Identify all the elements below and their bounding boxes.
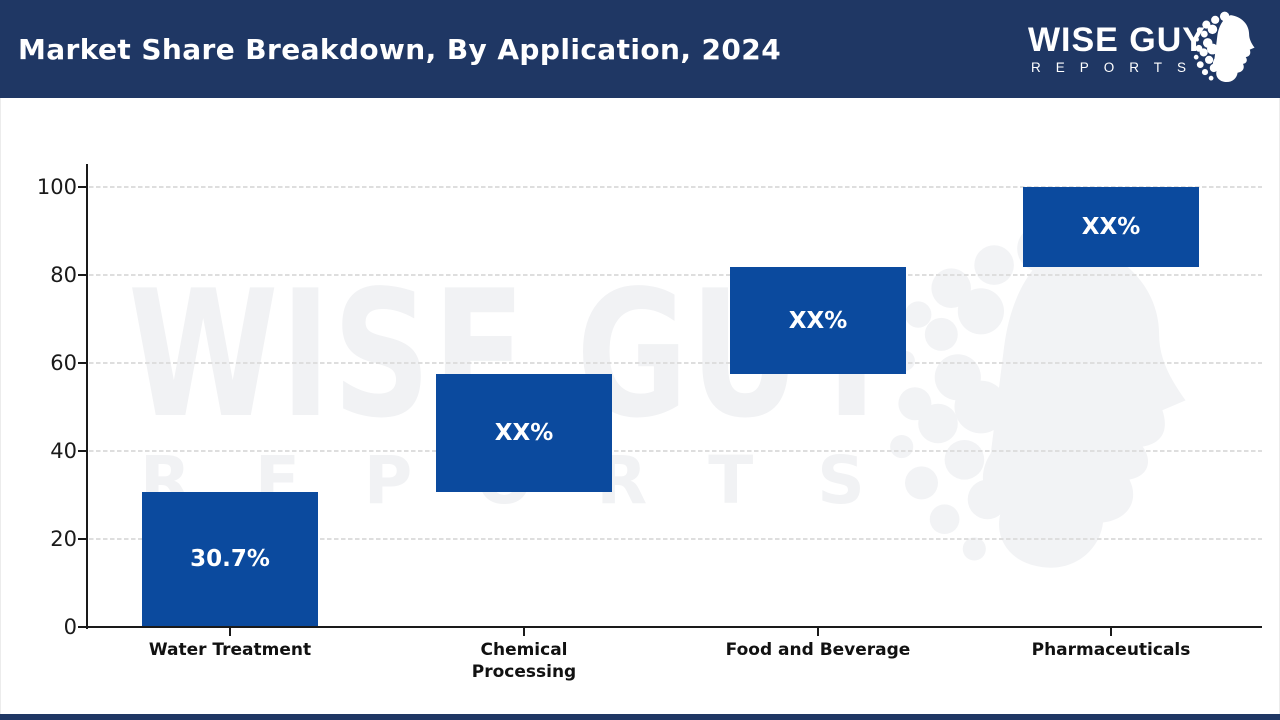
- wiseguy-logo: WISE GUY REPORTS: [1028, 11, 1258, 87]
- y-axis-tick-label: 100: [36, 175, 77, 199]
- bar-value-label: XX%: [788, 307, 848, 334]
- x-axis-tickmark: [817, 628, 819, 636]
- x-axis-tickmark: [229, 628, 231, 636]
- y-axis-tickmark: [78, 362, 87, 364]
- bar: [730, 267, 906, 374]
- y-axis-tickmark: [78, 186, 87, 188]
- wiseguy-face-icon: [1193, 11, 1255, 83]
- x-axis-tickmark: [523, 628, 525, 636]
- y-axis-tickmark: [78, 538, 87, 540]
- bar: [1023, 187, 1199, 268]
- bar: [436, 374, 612, 492]
- x-axis-category-label: Chemical Processing: [471, 640, 577, 683]
- bar: [142, 491, 318, 627]
- y-axis-tick-label: 0: [63, 615, 77, 639]
- x-axis-category-label: Food and Beverage: [725, 640, 911, 660]
- page-title: Market Share Breakdown, By Application, …: [18, 32, 782, 66]
- logo-subtitle: REPORTS: [1030, 60, 1201, 76]
- bar-value-label: 30.7%: [190, 546, 270, 573]
- y-gridline: [89, 362, 1262, 364]
- x-axis-tickmark: [1110, 628, 1112, 636]
- y-axis-tickmark: [78, 626, 87, 628]
- y-axis-line: [86, 164, 88, 629]
- x-axis-category-label: Pharmaceuticals: [1031, 640, 1191, 660]
- y-gridline: [89, 538, 1262, 540]
- y-axis-tick-label: 40: [50, 439, 77, 463]
- header: Market Share Breakdown, By Application, …: [0, 0, 1280, 98]
- logo-text: WISE GUY REPORTS: [1028, 23, 1206, 75]
- bar-value-label: XX%: [494, 419, 554, 446]
- y-axis-tick-label: 80: [50, 263, 77, 287]
- x-axis-line: [86, 626, 1262, 628]
- bar-value-label: XX%: [1081, 214, 1141, 241]
- y-axis-tick-label: 60: [50, 351, 77, 375]
- y-gridline: [89, 450, 1262, 452]
- y-axis-tick-label: 20: [50, 527, 77, 551]
- logo-wordmark: WISE GUY: [1027, 21, 1206, 60]
- y-gridline: [89, 274, 1262, 276]
- footer-bar: [0, 714, 1280, 720]
- y-axis-tickmark: [78, 274, 87, 276]
- y-gridline: [89, 186, 1262, 188]
- y-axis-tickmark: [78, 450, 87, 452]
- x-axis-category-label: Water Treatment: [148, 640, 312, 660]
